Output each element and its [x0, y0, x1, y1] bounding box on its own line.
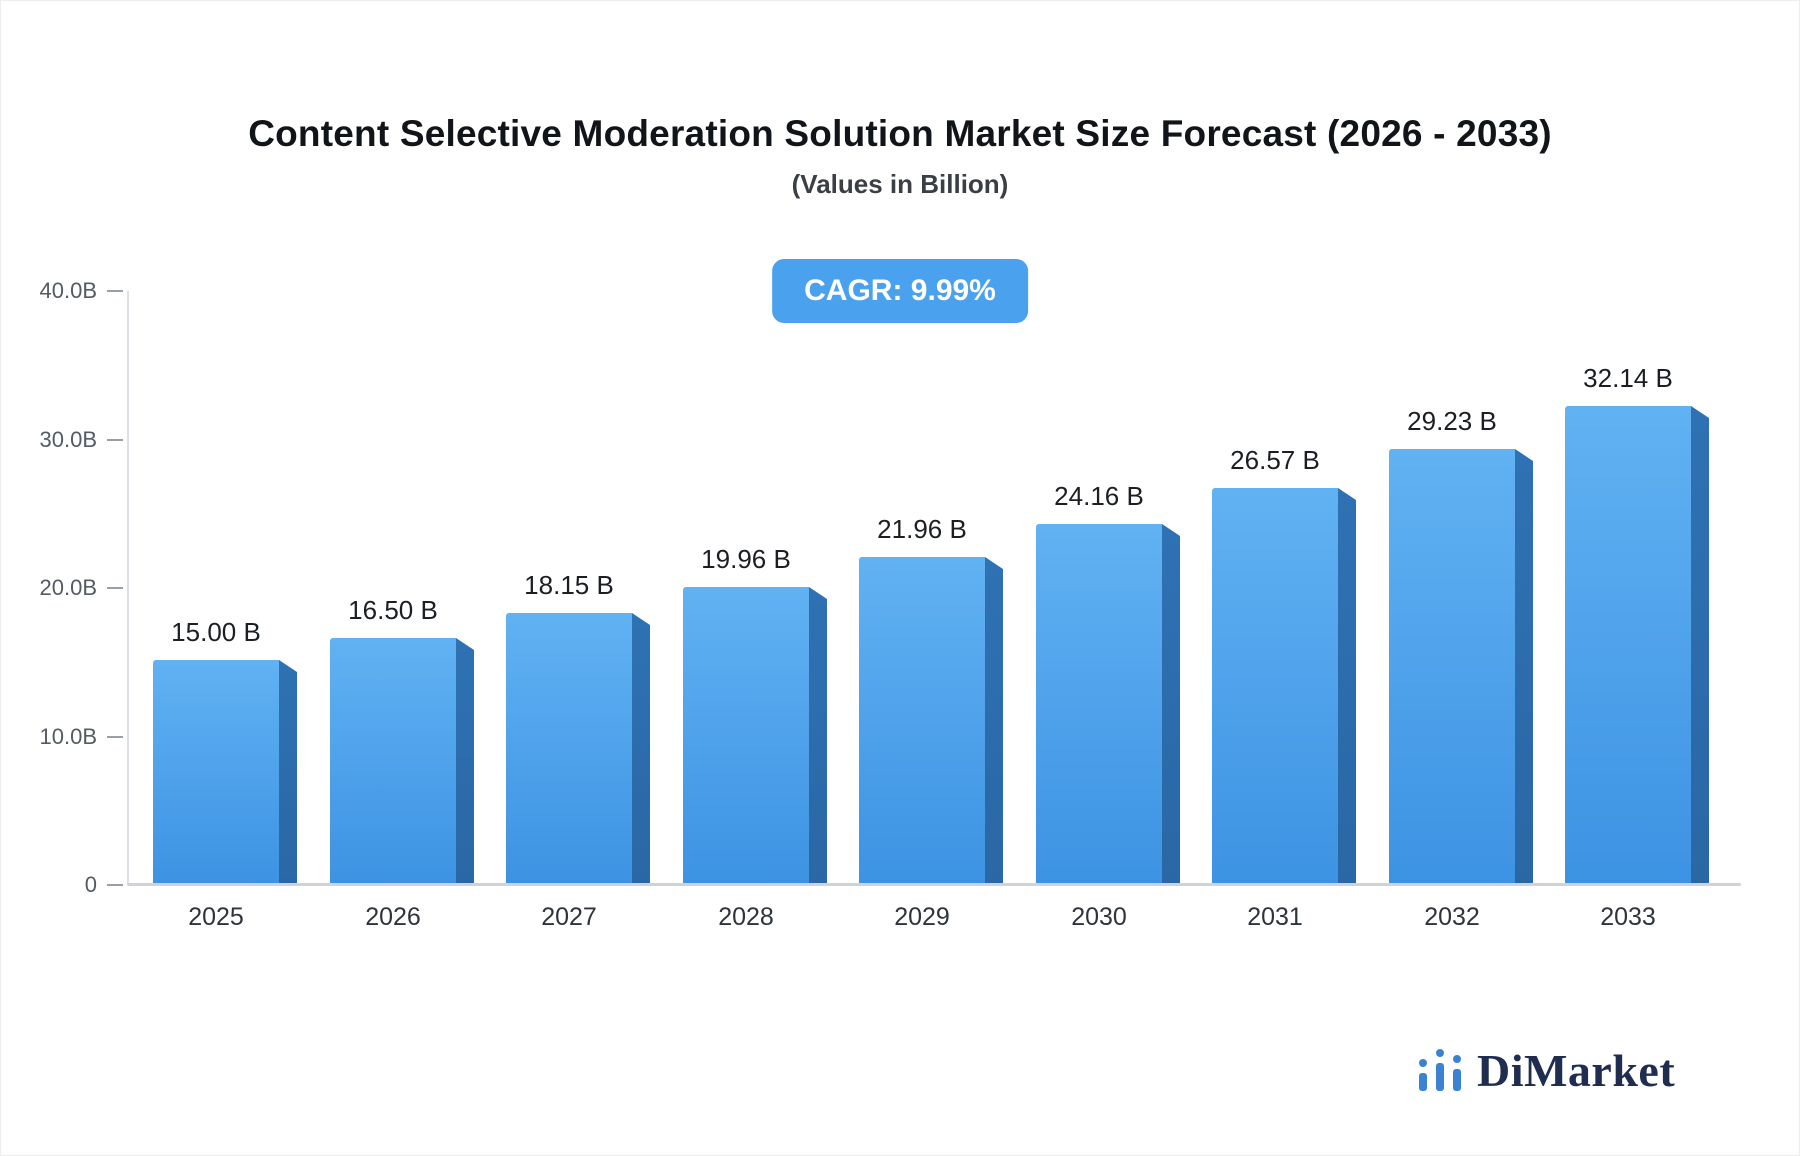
bar-front-face: [859, 557, 985, 883]
bar-2029: 21.96 B: [859, 289, 1003, 883]
x-axis-label: 2027: [541, 903, 597, 931]
bar-side-face: [456, 638, 474, 883]
x-axis-label: 2033: [1600, 903, 1656, 931]
chart-title: Content Selective Moderation Solution Ma…: [248, 113, 1552, 154]
x-axis-label: 2029: [894, 903, 950, 931]
bar-front-face: [506, 613, 632, 883]
bar-value-label: 16.50 B: [348, 595, 438, 625]
x-axis-label: 2030: [1071, 903, 1127, 931]
bar-2026: 16.50 B: [330, 289, 474, 883]
y-axis-line: [127, 291, 129, 885]
x-axis-label: 2031: [1247, 903, 1303, 931]
bar-side-face: [1691, 406, 1709, 883]
x-axis-baseline: [127, 883, 1741, 886]
bar-front-face: [330, 638, 456, 883]
dimarket-logo-text: DiMarket: [1477, 1044, 1676, 1096]
bar-side-face: [809, 587, 827, 883]
y-axis-tick-label: 30.0B: [39, 427, 98, 452]
plot-area: 40.0B 30.0B 20.0B 10.0B 0 15.00 B 2025 16.50 B 2…: [1, 278, 1799, 931]
chart-subtitle: (Values in Billion): [791, 169, 1009, 199]
y-axis-tick-mark: [107, 884, 123, 886]
bar-value-label: 24.16 B: [1054, 481, 1144, 511]
bar-side-face: [1162, 524, 1180, 883]
y-axis-tick-mark: [107, 587, 123, 589]
bar-value-label: 32.14 B: [1583, 363, 1673, 393]
bar-2027: 18.15 B: [506, 289, 650, 883]
y-axis-tick-label: 20.0B: [39, 575, 98, 600]
bar-value-label: 26.57 B: [1230, 445, 1320, 475]
x-axis-label: 2026: [365, 903, 421, 931]
bar-side-face: [985, 557, 1003, 883]
y-axis-tick-mark: [107, 439, 123, 441]
y-axis-tick-label: 0: [84, 872, 97, 897]
bar-side-face: [1338, 488, 1356, 883]
bar-side-face: [1515, 449, 1533, 883]
bar-front-face: [1389, 449, 1515, 883]
bar-value-label: 29.23 B: [1407, 406, 1497, 436]
bar-front-face: [683, 587, 809, 883]
x-axis-label: 2025: [188, 903, 244, 931]
bar-2032: 29.23 B: [1389, 289, 1533, 883]
bar-2030: 24.16 B: [1036, 289, 1180, 883]
dimarket-logo: DiMarket: [1413, 1043, 1675, 1097]
x-axis-label: 2032: [1424, 903, 1480, 931]
cagr-badge: CAGR: 9.99%: [772, 259, 1028, 323]
bar-value-label: 19.96 B: [701, 544, 791, 574]
bar-front-face: [1036, 524, 1162, 883]
bar-front-face: [1565, 406, 1691, 883]
bar-front-face: [1212, 488, 1338, 883]
y-axis-tick-label: 40.0B: [39, 278, 98, 303]
y-axis-tick-mark: [107, 736, 123, 738]
bar-2033: 32.14 B: [1565, 289, 1709, 883]
y-axis-tick-mark: [107, 290, 123, 292]
dimarket-logo-icon: [1419, 1049, 1461, 1091]
bar-side-face: [632, 613, 650, 883]
bar-value-label: 18.15 B: [524, 570, 614, 600]
bar-value-label: 21.96 B: [877, 514, 967, 544]
bar-2028: 19.96 B: [683, 289, 827, 883]
bar-value-label: 15.00 B: [171, 617, 261, 647]
x-axis-label: 2028: [718, 903, 774, 931]
bar-front-face: [153, 660, 279, 883]
y-axis-tick-label: 10.0B: [39, 724, 98, 749]
bar-2025: 15.00 B: [153, 289, 297, 883]
bar-2031: 26.57 B: [1212, 289, 1356, 883]
bar-side-face: [279, 660, 297, 883]
